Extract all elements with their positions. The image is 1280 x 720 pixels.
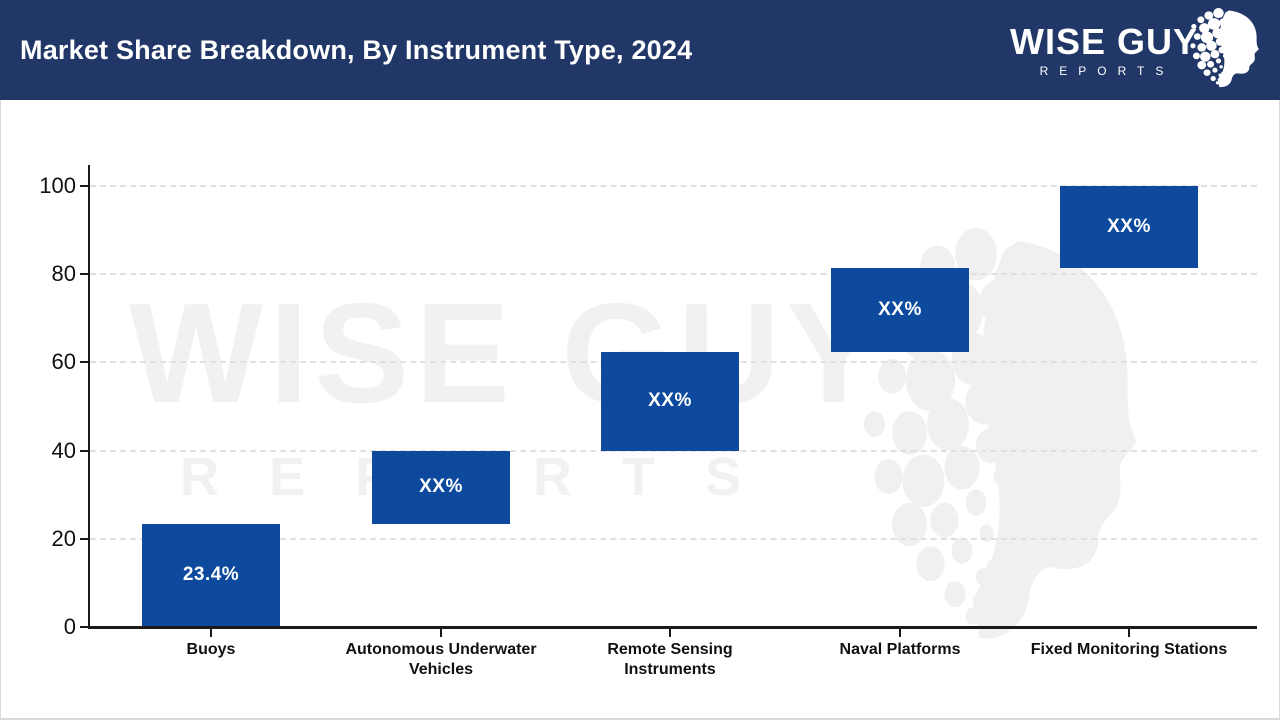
page-title: Market Share Breakdown, By Instrument Ty… <box>20 34 693 65</box>
x-tick-1 <box>210 629 212 637</box>
y-tick-label: 0 <box>63 614 76 639</box>
y-tick-100 <box>80 185 88 187</box>
x-category-label: Remote Sensing Instruments <box>607 641 733 678</box>
x-tick-2 <box>440 629 442 637</box>
x-axis-line <box>88 626 1257 629</box>
gridline-100 <box>90 185 1257 187</box>
bar-value-label: XX% <box>878 298 922 320</box>
x-tick-3 <box>669 629 671 637</box>
header-bar: Market Share Breakdown, By Instrument Ty… <box>0 0 1280 100</box>
y-tick-40 <box>80 449 88 452</box>
y-axis-spine <box>88 165 90 629</box>
x-category-label: Autonomous Underwater Vehicles <box>345 641 537 678</box>
bar-value-label: XX% <box>1107 215 1151 237</box>
y-tick-label: 20 <box>51 525 76 551</box>
gridline-20 <box>90 537 1257 540</box>
x-tick-4 <box>899 629 901 637</box>
y-tick-20 <box>80 537 88 540</box>
y-tick-label: 40 <box>51 437 76 463</box>
logo-subtitle: REPORTS <box>1039 63 1175 78</box>
logo-wordmark: WISE GUY <box>1009 20 1198 62</box>
bar-naval-platforms: XX% <box>831 267 969 352</box>
y-tick-60 <box>80 361 88 364</box>
bar-remote-sensing-instruments: XX% <box>601 351 739 451</box>
bar-autonomous-underwater-vehicles: XX% <box>372 450 510 524</box>
bar-buoys: 23.4% <box>142 523 280 627</box>
bar-value-label: XX% <box>419 476 463 498</box>
gridline-80 <box>90 273 1257 276</box>
y-tick-80 <box>80 273 88 276</box>
dotted-head-icon <box>1178 8 1266 92</box>
wise-guy-reports-logo: WISE GUY REPORTS <box>1010 8 1266 92</box>
x-category-label: Fixed Monitoring Stations <box>1030 641 1228 658</box>
watermark-wordmark: WISE GUY <box>129 274 888 433</box>
x-category-label: Buoys <box>186 641 236 658</box>
y-tick-label: 80 <box>51 261 76 287</box>
bar-value-label: XX% <box>648 390 692 412</box>
x-category-label: Naval Platforms <box>839 641 961 658</box>
y-tick-label: 60 <box>51 349 76 375</box>
bar-fixed-monitoring-stations: XX% <box>1060 186 1198 268</box>
gridline-40 <box>90 449 1257 452</box>
x-tick-5 <box>1128 629 1130 637</box>
logo-text: WISE GUY REPORTS <box>1009 20 1198 78</box>
y-tick-0 <box>80 626 88 628</box>
bar-value-label: 23.4% <box>182 564 240 586</box>
y-tick-label: 100 <box>39 173 76 198</box>
